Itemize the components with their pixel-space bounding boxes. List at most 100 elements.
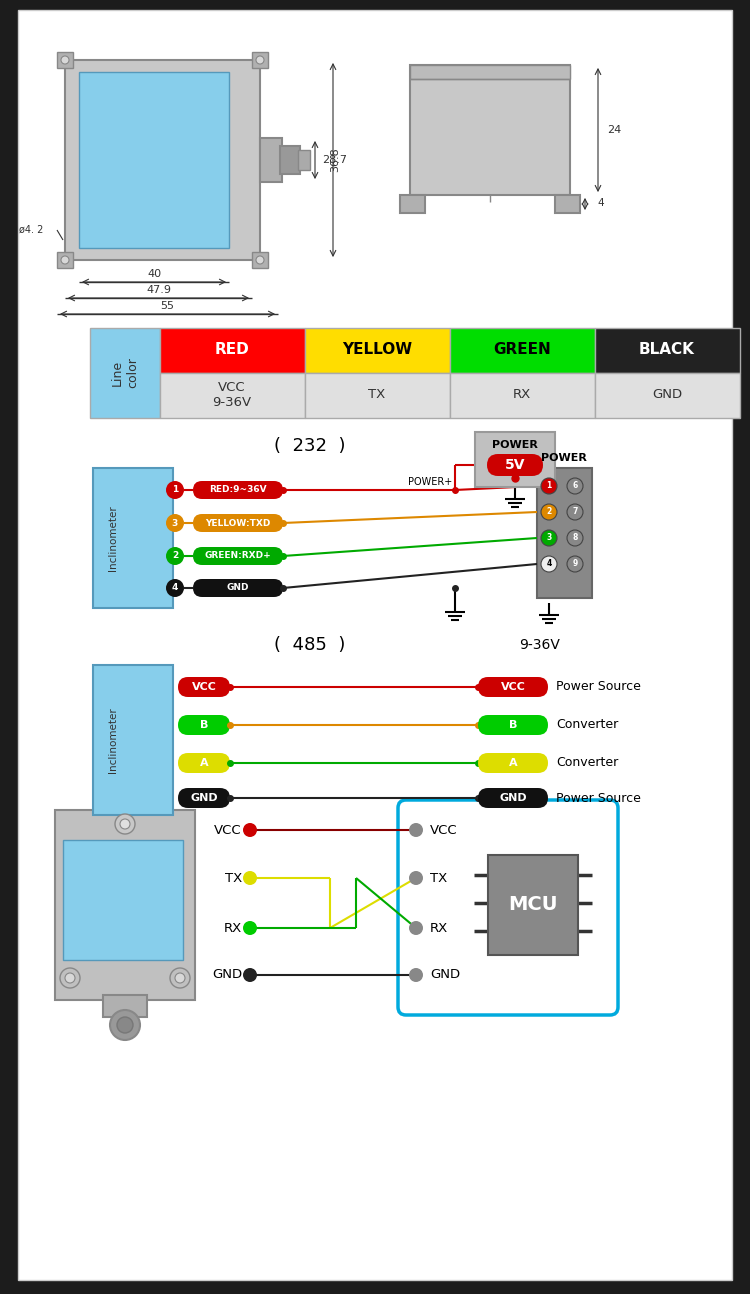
Circle shape bbox=[110, 1011, 140, 1040]
Circle shape bbox=[409, 871, 423, 885]
Text: ø4. 2: ø4. 2 bbox=[19, 225, 43, 236]
Text: 4: 4 bbox=[598, 198, 604, 208]
Bar bbox=[450, 327, 595, 373]
Text: Power Source: Power Source bbox=[556, 681, 640, 694]
Bar bbox=[280, 146, 300, 173]
Text: TX: TX bbox=[368, 388, 386, 401]
Circle shape bbox=[256, 56, 264, 63]
Text: 7: 7 bbox=[572, 507, 578, 516]
Text: 8: 8 bbox=[572, 533, 578, 542]
Text: YELLOW:TXD: YELLOW:TXD bbox=[206, 519, 271, 528]
Circle shape bbox=[541, 503, 557, 520]
Text: GREEN: GREEN bbox=[494, 343, 550, 357]
Text: 4: 4 bbox=[172, 584, 178, 593]
Text: POWER: POWER bbox=[492, 440, 538, 450]
Bar bbox=[65, 60, 260, 260]
Bar bbox=[410, 65, 570, 195]
Bar bbox=[260, 138, 282, 182]
Bar bbox=[252, 252, 268, 268]
Text: GND: GND bbox=[226, 584, 249, 593]
Circle shape bbox=[256, 256, 264, 264]
Text: 5V: 5V bbox=[505, 458, 525, 472]
FancyBboxPatch shape bbox=[478, 677, 548, 697]
Circle shape bbox=[166, 514, 184, 532]
Text: RX: RX bbox=[513, 388, 531, 401]
Bar bbox=[595, 327, 740, 373]
Circle shape bbox=[567, 503, 583, 520]
Bar bbox=[93, 468, 173, 608]
Text: RED:9~36V: RED:9~36V bbox=[209, 485, 267, 494]
Circle shape bbox=[65, 973, 75, 983]
Bar bbox=[450, 373, 595, 418]
Text: B: B bbox=[509, 719, 518, 730]
Text: Converter: Converter bbox=[556, 757, 618, 770]
FancyBboxPatch shape bbox=[178, 677, 230, 697]
Bar bbox=[305, 373, 450, 418]
Text: 4: 4 bbox=[546, 559, 551, 568]
Text: 6: 6 bbox=[572, 481, 578, 490]
Text: POWER+: POWER+ bbox=[408, 477, 452, 487]
Bar bbox=[488, 855, 578, 955]
FancyBboxPatch shape bbox=[193, 481, 283, 499]
Circle shape bbox=[243, 968, 257, 982]
Circle shape bbox=[541, 556, 557, 572]
FancyBboxPatch shape bbox=[178, 716, 230, 735]
FancyBboxPatch shape bbox=[193, 547, 283, 565]
FancyBboxPatch shape bbox=[193, 514, 283, 532]
Bar bbox=[63, 840, 183, 960]
Text: 9: 9 bbox=[572, 559, 578, 568]
Bar bbox=[160, 373, 305, 418]
Text: 3: 3 bbox=[546, 533, 551, 542]
Bar bbox=[103, 995, 147, 1017]
Bar bbox=[400, 195, 425, 214]
Circle shape bbox=[541, 531, 557, 546]
Bar bbox=[595, 373, 740, 418]
Bar bbox=[305, 327, 450, 373]
Text: 2: 2 bbox=[546, 507, 551, 516]
Text: 40: 40 bbox=[147, 269, 161, 280]
Text: GND: GND bbox=[211, 968, 242, 982]
Text: 55: 55 bbox=[160, 302, 175, 311]
Text: B: B bbox=[200, 719, 208, 730]
Bar bbox=[555, 195, 580, 214]
Circle shape bbox=[409, 921, 423, 936]
Circle shape bbox=[567, 556, 583, 572]
Text: 28.7: 28.7 bbox=[322, 155, 347, 166]
Text: 1: 1 bbox=[546, 481, 551, 490]
Circle shape bbox=[541, 477, 557, 494]
Circle shape bbox=[61, 56, 69, 63]
Circle shape bbox=[409, 823, 423, 837]
Text: (  485  ): ( 485 ) bbox=[274, 635, 346, 653]
Bar bbox=[252, 52, 268, 69]
Text: GND: GND bbox=[430, 968, 460, 982]
Circle shape bbox=[166, 578, 184, 597]
Text: MCU: MCU bbox=[509, 895, 558, 915]
Circle shape bbox=[120, 819, 130, 829]
Bar bbox=[57, 252, 73, 268]
Text: TX: TX bbox=[430, 871, 447, 885]
Text: 36.8: 36.8 bbox=[330, 148, 340, 172]
FancyBboxPatch shape bbox=[487, 454, 543, 476]
Text: VCC
9-36V: VCC 9-36V bbox=[212, 380, 251, 409]
Circle shape bbox=[117, 1017, 133, 1033]
Text: YELLOW: YELLOW bbox=[342, 343, 412, 357]
Circle shape bbox=[567, 477, 583, 494]
Text: RX: RX bbox=[224, 921, 242, 934]
Text: Inclinometer: Inclinometer bbox=[108, 505, 118, 571]
Circle shape bbox=[170, 968, 190, 989]
Text: 9-36V: 9-36V bbox=[520, 638, 560, 652]
Bar bbox=[55, 810, 195, 1000]
Bar bbox=[90, 327, 160, 418]
Circle shape bbox=[243, 921, 257, 936]
FancyBboxPatch shape bbox=[178, 788, 230, 807]
Text: A: A bbox=[200, 758, 208, 769]
Text: VCC: VCC bbox=[430, 823, 457, 836]
Text: GND: GND bbox=[190, 793, 217, 804]
Circle shape bbox=[60, 968, 80, 989]
Text: 47.9: 47.9 bbox=[146, 285, 171, 295]
Text: GND: GND bbox=[652, 388, 682, 401]
Circle shape bbox=[175, 973, 185, 983]
Text: Converter: Converter bbox=[556, 718, 618, 731]
Circle shape bbox=[61, 256, 69, 264]
Bar bbox=[79, 72, 229, 248]
